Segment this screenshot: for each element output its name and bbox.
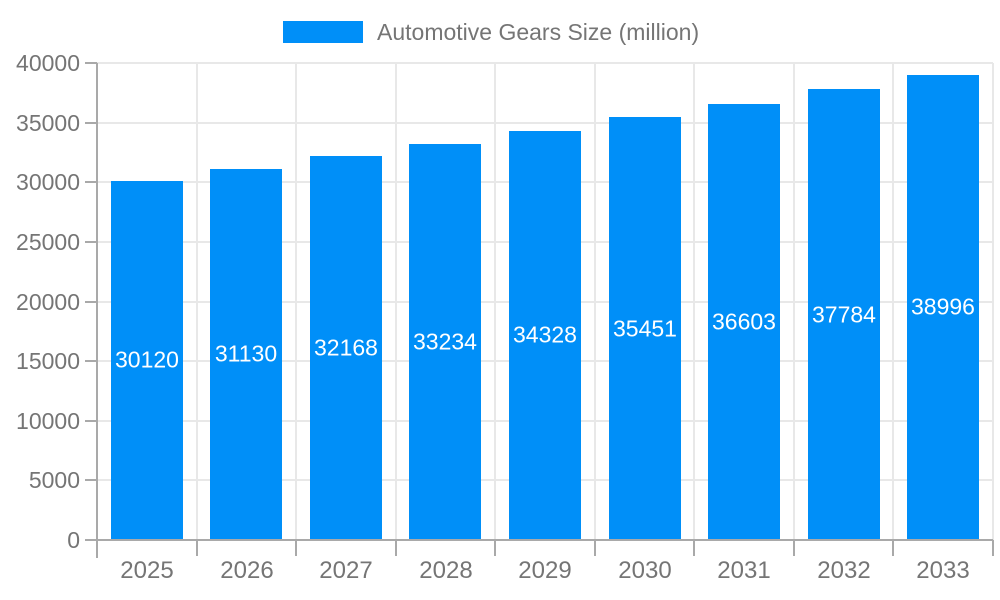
y-tick-label: 0 bbox=[67, 527, 80, 553]
x-tick bbox=[594, 540, 596, 556]
x-tick-label: 2032 bbox=[817, 557, 871, 584]
x-tick bbox=[494, 540, 496, 556]
bar bbox=[409, 144, 481, 540]
v-gridline bbox=[196, 63, 198, 540]
v-gridline bbox=[395, 63, 397, 540]
v-gridline bbox=[295, 63, 297, 540]
y-tick bbox=[85, 181, 97, 184]
x-tick-label: 2028 bbox=[419, 557, 473, 584]
bar-value-label: 38996 bbox=[911, 293, 975, 320]
x-tick bbox=[295, 540, 297, 556]
x-axis-line bbox=[85, 539, 993, 541]
x-tick bbox=[395, 540, 397, 556]
v-gridline bbox=[992, 63, 994, 540]
x-tick-label: 2029 bbox=[518, 557, 572, 584]
x-tick-label: 2031 bbox=[717, 557, 771, 584]
bar-value-label: 37784 bbox=[812, 301, 876, 328]
y-tick-label: 40000 bbox=[16, 50, 80, 76]
v-gridline bbox=[892, 63, 894, 540]
y-tick bbox=[85, 121, 97, 124]
y-axis-line bbox=[96, 63, 98, 558]
legend-swatch bbox=[283, 21, 363, 43]
bar bbox=[708, 104, 780, 540]
x-tick-label: 2025 bbox=[120, 557, 174, 584]
legend-label: Automotive Gears Size (million) bbox=[377, 18, 700, 45]
h-gridline bbox=[97, 62, 993, 64]
v-gridline bbox=[793, 63, 795, 540]
bar-value-label: 34328 bbox=[513, 321, 577, 348]
y-tick-label: 25000 bbox=[16, 228, 80, 255]
bar-value-label: 31130 bbox=[214, 340, 278, 367]
x-tick-label: 2030 bbox=[618, 557, 672, 584]
y-tick bbox=[85, 419, 97, 422]
y-tick-label: 30000 bbox=[16, 169, 80, 196]
bar bbox=[111, 181, 183, 540]
x-tick bbox=[196, 540, 198, 556]
bar-value-label: 30120 bbox=[115, 346, 179, 373]
bar bbox=[808, 89, 880, 540]
h-gridline bbox=[97, 121, 993, 124]
bar-value-label: 36603 bbox=[712, 308, 776, 335]
y-tick-label: 10000 bbox=[16, 407, 80, 434]
y-tick bbox=[85, 539, 97, 541]
x-tick bbox=[992, 540, 994, 556]
x-tick bbox=[96, 540, 98, 556]
x-tick-label: 2026 bbox=[220, 557, 274, 584]
bar bbox=[210, 169, 282, 540]
v-gridline bbox=[693, 63, 695, 540]
y-tick-label: 20000 bbox=[16, 288, 80, 315]
y-tick bbox=[85, 300, 97, 303]
v-gridline bbox=[494, 63, 496, 540]
x-tick bbox=[693, 540, 695, 556]
bar-value-label: 32168 bbox=[314, 334, 378, 361]
y-tick bbox=[85, 479, 97, 482]
bar bbox=[609, 117, 681, 540]
bar bbox=[907, 75, 979, 540]
x-tick-label: 2033 bbox=[916, 557, 970, 584]
x-tick bbox=[892, 540, 894, 556]
x-tick-label: 2027 bbox=[319, 557, 373, 584]
v-gridline bbox=[594, 63, 596, 540]
y-tick bbox=[85, 62, 97, 64]
plot-area: 30120 31130 32168 33234 34328 35451 36603 37784… bbox=[97, 62, 994, 540]
bar bbox=[310, 156, 382, 540]
bar-value-label: 33234 bbox=[413, 328, 477, 355]
x-tick bbox=[793, 540, 795, 556]
y-tick bbox=[85, 360, 97, 363]
y-tick-label: 35000 bbox=[16, 109, 80, 136]
y-tick-label: 15000 bbox=[16, 348, 80, 375]
bar-value-label: 35451 bbox=[613, 315, 677, 342]
legend[interactable]: Automotive Gears Size (million) bbox=[283, 18, 699, 46]
y-tick-label: 5000 bbox=[28, 467, 80, 494]
y-tick bbox=[85, 240, 97, 243]
bar bbox=[509, 131, 581, 540]
